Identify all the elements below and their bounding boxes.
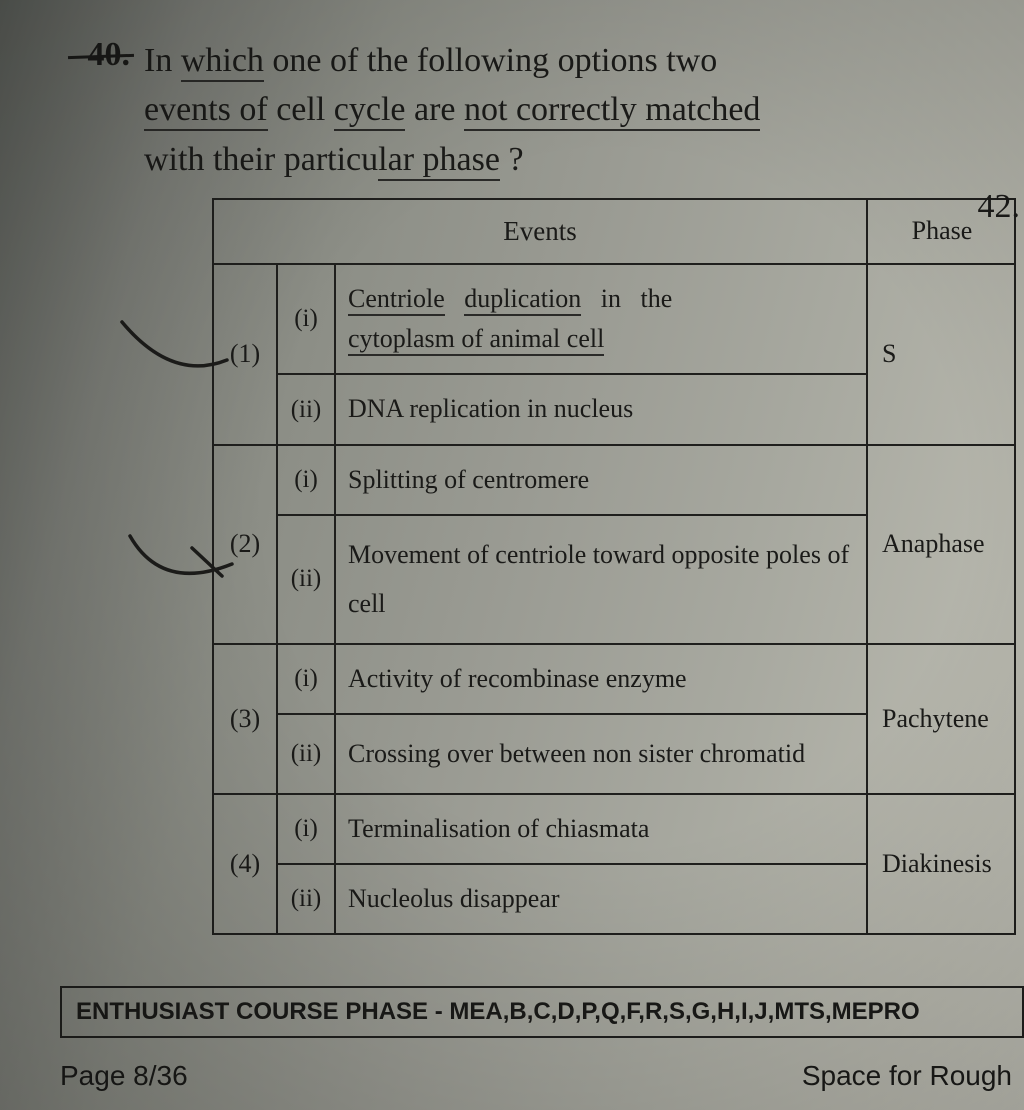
option-4-ii-idx: (ii) bbox=[277, 864, 335, 934]
question-text: In which one of the following options tw… bbox=[144, 36, 760, 184]
option-3-i-text: Activity of recombinase enzyme bbox=[335, 644, 867, 714]
option-3-i-idx: (i) bbox=[277, 644, 335, 714]
q-l2-m2: are bbox=[405, 91, 464, 128]
option-2-ii-text: Movement of centriole toward opposite po… bbox=[335, 515, 867, 644]
option-4-i-text: Terminalisation of chiasmata bbox=[335, 794, 867, 864]
option-2-i-idx: (i) bbox=[277, 445, 335, 515]
option-3-ii-idx: (ii) bbox=[277, 714, 335, 793]
q-l1-u1: which bbox=[181, 42, 264, 82]
q-l2-m1: cell bbox=[268, 91, 334, 128]
option-2-phase: Anaphase bbox=[867, 445, 1015, 644]
option-1-phase: S bbox=[867, 264, 1015, 445]
option-2-num: (2) bbox=[213, 445, 277, 644]
option-1-i-text: Centriole duplication in the cytoplasm o… bbox=[335, 264, 867, 375]
q-l3-u: lar phase bbox=[378, 141, 500, 181]
o1i-w2: duplication bbox=[464, 284, 581, 316]
option-1-num: (1) bbox=[213, 264, 277, 445]
q-l2-u3: not correctly matched bbox=[464, 91, 760, 131]
q-l3-post: ? bbox=[500, 141, 524, 178]
q-l1-mid: one of the following options two bbox=[264, 42, 717, 79]
footer-bar: ENTHUSIAST COURSE PHASE - MEA,B,C,D,P,Q,… bbox=[60, 986, 1024, 1038]
space-label: Space for Rough bbox=[802, 1060, 1012, 1092]
page-label: Page 8/36 bbox=[60, 1060, 188, 1092]
option-1-ii-text: DNA replication in nucleus bbox=[335, 374, 867, 444]
q-l2-u2: cycle bbox=[334, 91, 406, 131]
o1i-u: cytoplasm of animal cell bbox=[348, 324, 604, 356]
q-l2-u1: events of bbox=[144, 91, 268, 131]
o1i-w1: Centriole bbox=[348, 284, 445, 316]
option-1-i-idx: (i) bbox=[277, 264, 335, 375]
option-4-i-idx: (i) bbox=[277, 794, 335, 864]
options-table: Events Phase (1) (i) Centriole duplicati… bbox=[212, 198, 1016, 935]
option-3-ii-text: Crossing over between non sister chromat… bbox=[335, 714, 867, 793]
option-3-phase: Pachytene bbox=[867, 644, 1015, 794]
option-2-ii-idx: (ii) bbox=[277, 515, 335, 644]
option-1-ii-idx: (ii) bbox=[277, 374, 335, 444]
question-number: 40. bbox=[60, 36, 130, 74]
option-4-num: (4) bbox=[213, 794, 277, 935]
q-l3-pre: with their particu bbox=[144, 141, 378, 178]
option-4-phase: Diakinesis bbox=[867, 794, 1015, 935]
q-l1-pre: In bbox=[144, 42, 181, 79]
option-3-num: (3) bbox=[213, 644, 277, 794]
option-4-ii-text: Nucleolus disappear bbox=[335, 864, 867, 934]
side-question-number: 42. bbox=[978, 188, 1021, 226]
header-events: Events bbox=[213, 199, 867, 264]
option-2-i-text: Splitting of centromere bbox=[335, 445, 867, 515]
